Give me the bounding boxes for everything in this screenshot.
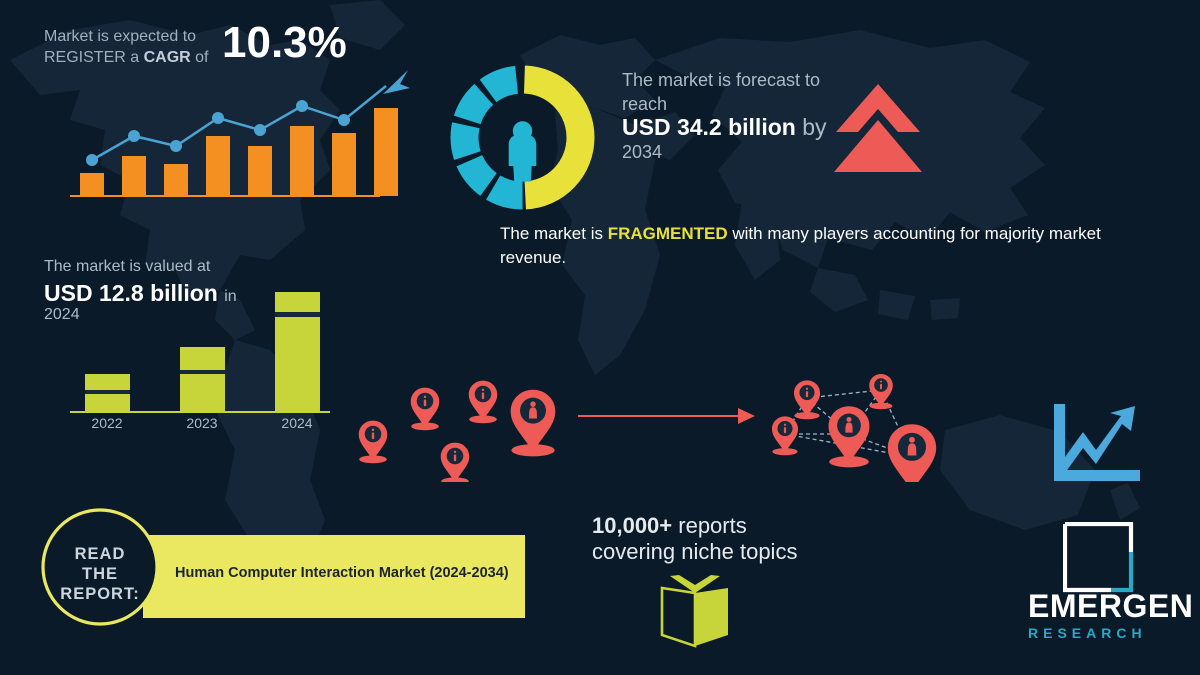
svg-text:2023: 2023 [186,415,217,431]
svg-text:2022: 2022 [91,415,122,431]
svg-text:REPORT:: REPORT: [60,585,139,603]
svg-text:THE: THE [82,565,118,583]
svg-text:READ: READ [75,545,126,563]
svg-text:2024: 2024 [281,415,312,431]
